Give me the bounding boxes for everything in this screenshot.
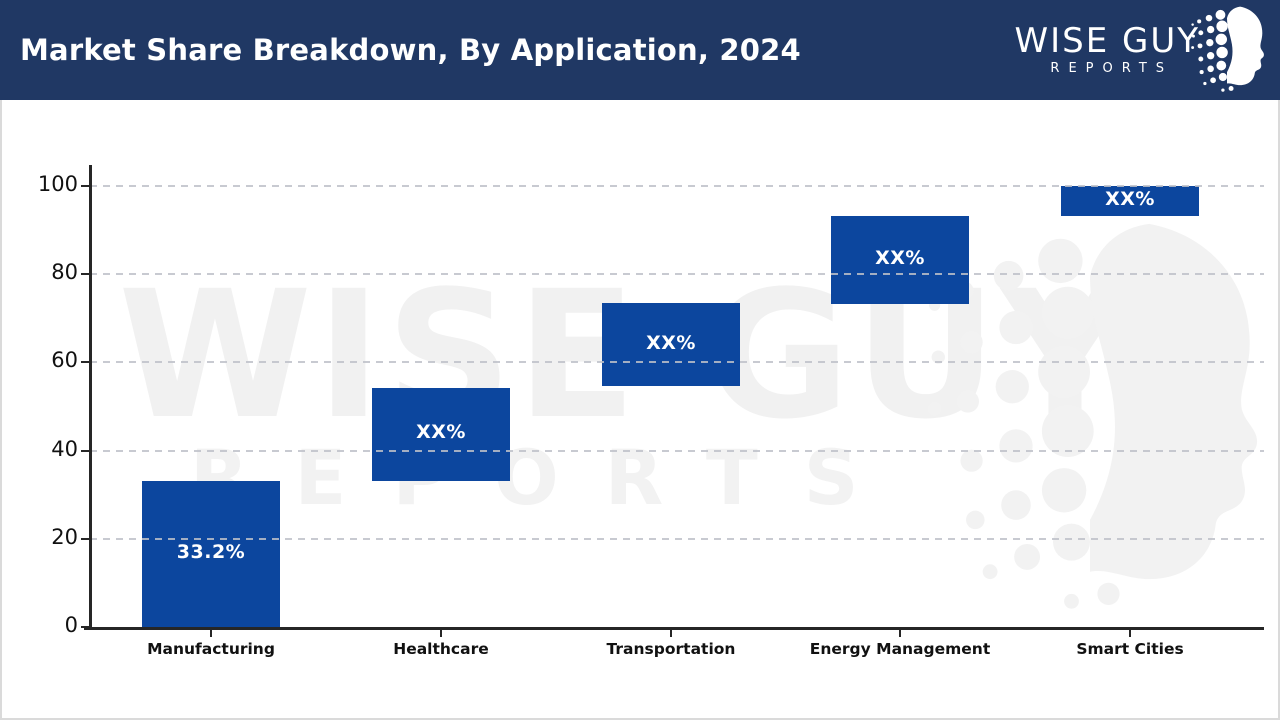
gridline-20 bbox=[90, 537, 1264, 540]
bar-value-label: XX% bbox=[1105, 188, 1155, 211]
bar-value-label: 33.2% bbox=[176, 540, 246, 563]
x-tick-4 bbox=[1129, 630, 1131, 637]
brand-subname: REPORTS bbox=[1050, 61, 1174, 76]
category-label-energy-management: Energy Management bbox=[809, 640, 991, 658]
x-tick-1 bbox=[440, 630, 442, 637]
y-axis bbox=[89, 165, 92, 629]
y-tick-100 bbox=[81, 185, 90, 187]
brand-name: WISE GUY bbox=[1014, 21, 1200, 61]
gridline-80 bbox=[90, 273, 1264, 276]
category-label-healthcare: Healthcare bbox=[393, 640, 489, 658]
category-label-smart-cities: Smart Cities bbox=[1076, 640, 1184, 658]
bar-transportation bbox=[602, 302, 740, 387]
gridline-60 bbox=[90, 361, 1264, 364]
x-axis bbox=[84, 627, 1264, 630]
bar-smart-cities bbox=[1061, 186, 1199, 217]
gridline-40 bbox=[90, 449, 1264, 452]
ytick-label-20: 20 bbox=[51, 524, 78, 549]
ytick-label-100: 100 bbox=[37, 172, 78, 196]
y-tick-40 bbox=[81, 449, 90, 452]
ytick-label-80: 80 bbox=[51, 260, 78, 285]
ytick-label-40: 40 bbox=[51, 436, 78, 461]
x-tick-3 bbox=[899, 630, 901, 637]
face-profile-dots-icon bbox=[1186, 5, 1268, 95]
brand-logo: WISE GUY REPORTS bbox=[1014, 0, 1268, 100]
x-tick-2 bbox=[670, 630, 672, 637]
y-tick-80 bbox=[81, 273, 90, 276]
brand-logo-text: WISE GUY REPORTS bbox=[1014, 23, 1200, 77]
bar-healthcare bbox=[372, 387, 510, 481]
gridline-100 bbox=[90, 185, 1264, 187]
ytick-label-0: 0 bbox=[64, 613, 78, 637]
x-tick-0 bbox=[210, 630, 212, 637]
category-label-transportation: Transportation bbox=[606, 640, 736, 658]
bar-value-label: XX% bbox=[646, 331, 696, 354]
ytick-label-60: 60 bbox=[51, 348, 78, 373]
bar-manufacturing bbox=[142, 480, 280, 627]
bar-value-label: XX% bbox=[875, 247, 925, 270]
bar-value-label: XX% bbox=[416, 421, 466, 444]
y-tick-60 bbox=[81, 361, 90, 364]
page-title: Market Share Breakdown, By Application, … bbox=[20, 33, 801, 67]
category-label-manufacturing: Manufacturing bbox=[147, 640, 275, 658]
header-bar: Market Share Breakdown, By Application, … bbox=[0, 0, 1280, 100]
y-tick-20 bbox=[81, 537, 90, 540]
